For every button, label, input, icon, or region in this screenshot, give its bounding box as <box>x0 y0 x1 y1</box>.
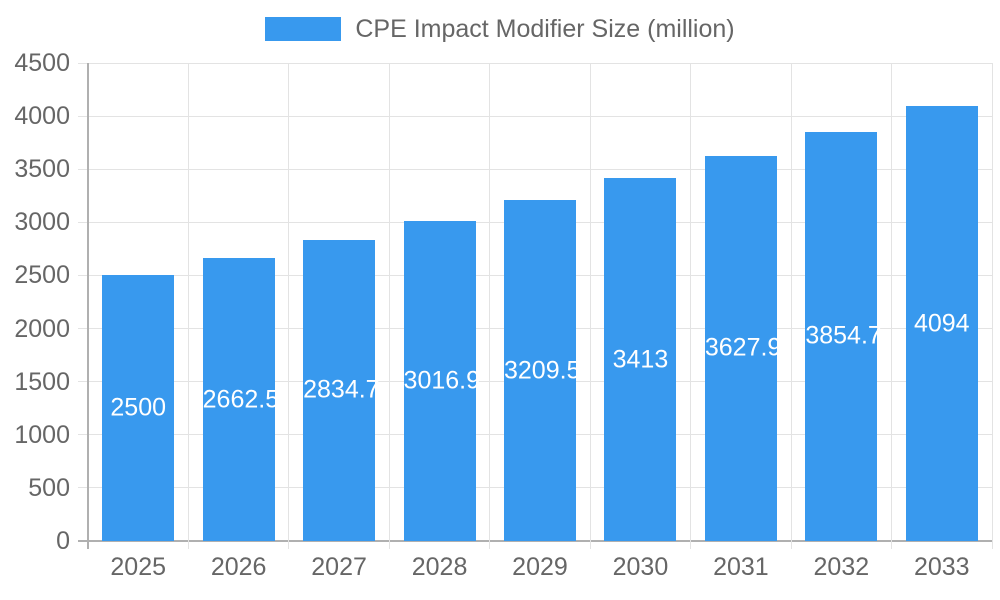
legend-swatch-icon <box>265 17 342 41</box>
bar-value-label: 3209.5 <box>504 356 581 385</box>
x-axis-tick-label: 2025 <box>110 553 167 581</box>
bar-2026[interactable]: 2662.5 <box>202 258 280 541</box>
bar-value-label: 2500 <box>110 393 167 422</box>
y-axis-tick-label: 1000 <box>14 420 70 449</box>
x-gridline <box>891 63 893 549</box>
y-axis-tick-label: 1500 <box>14 367 70 396</box>
bar-2033[interactable]: 4094 <box>905 106 978 541</box>
bar-value-label: 3413 <box>612 345 669 374</box>
bar-value-label: 4094 <box>913 309 970 338</box>
bar-2030[interactable]: 3413 <box>604 178 677 541</box>
y-axis-tick-label: 3000 <box>14 208 70 237</box>
legend: CPE Impact Modifier Size (million) <box>0 14 1000 44</box>
y-gridline <box>78 62 992 64</box>
x-gridline <box>388 63 390 549</box>
x-gridline <box>187 63 189 549</box>
x-axis-tick-label: 2030 <box>612 553 669 581</box>
y-axis-tick-label: 4000 <box>14 102 70 131</box>
legend-label: CPE Impact Modifier Size (million) <box>355 15 735 43</box>
bar-value-label: 2662.5 <box>202 385 280 414</box>
x-axis-tick-label: 2031 <box>713 553 769 581</box>
bar-2029[interactable]: 3209.5 <box>504 200 581 541</box>
x-axis-tick-label: 2032 <box>813 553 870 581</box>
x-gridline <box>690 63 692 549</box>
y-axis-tick-label: 0 <box>56 527 70 555</box>
x-axis-tick-label: 2028 <box>411 553 468 581</box>
x-gridline <box>489 63 491 549</box>
x-gridline <box>589 63 591 549</box>
x-gridline <box>790 63 792 549</box>
y-axis-line <box>87 63 89 549</box>
bar-value-label: 3627.9 <box>704 333 782 362</box>
y-axis-tick-label: 3500 <box>14 155 70 184</box>
bar-2032[interactable]: 3854.7 <box>805 131 882 541</box>
x-axis-line <box>78 540 992 542</box>
x-axis-tick-label: 2033 <box>913 553 970 581</box>
bar-value-label: 3016.9 <box>403 366 481 395</box>
y-axis-tick-label: 2000 <box>14 314 70 343</box>
x-gridline <box>991 63 993 549</box>
bar-2025[interactable]: 2500 <box>102 275 175 541</box>
bar-value-label: 2834.7 <box>303 375 380 404</box>
y-axis-tick-label: 2500 <box>14 261 70 290</box>
y-gridline <box>78 115 992 117</box>
x-axis-tick-label: 2029 <box>512 553 568 581</box>
y-axis-tick-label: 4500 <box>14 49 70 77</box>
x-gridline <box>288 63 290 549</box>
legend-item[interactable]: CPE Impact Modifier Size (million) <box>265 14 735 44</box>
y-axis-tick-label: 500 <box>28 473 70 502</box>
x-axis-tick-label: 2027 <box>311 553 367 581</box>
y-gridline <box>78 168 992 170</box>
bar-value-label: 3854.7 <box>805 321 882 350</box>
bar-2028[interactable]: 3016.9 <box>403 220 481 541</box>
bar-2027[interactable]: 2834.7 <box>303 239 380 541</box>
x-axis-tick-label: 2026 <box>210 553 267 581</box>
bar-2031[interactable]: 3627.9 <box>704 155 782 541</box>
